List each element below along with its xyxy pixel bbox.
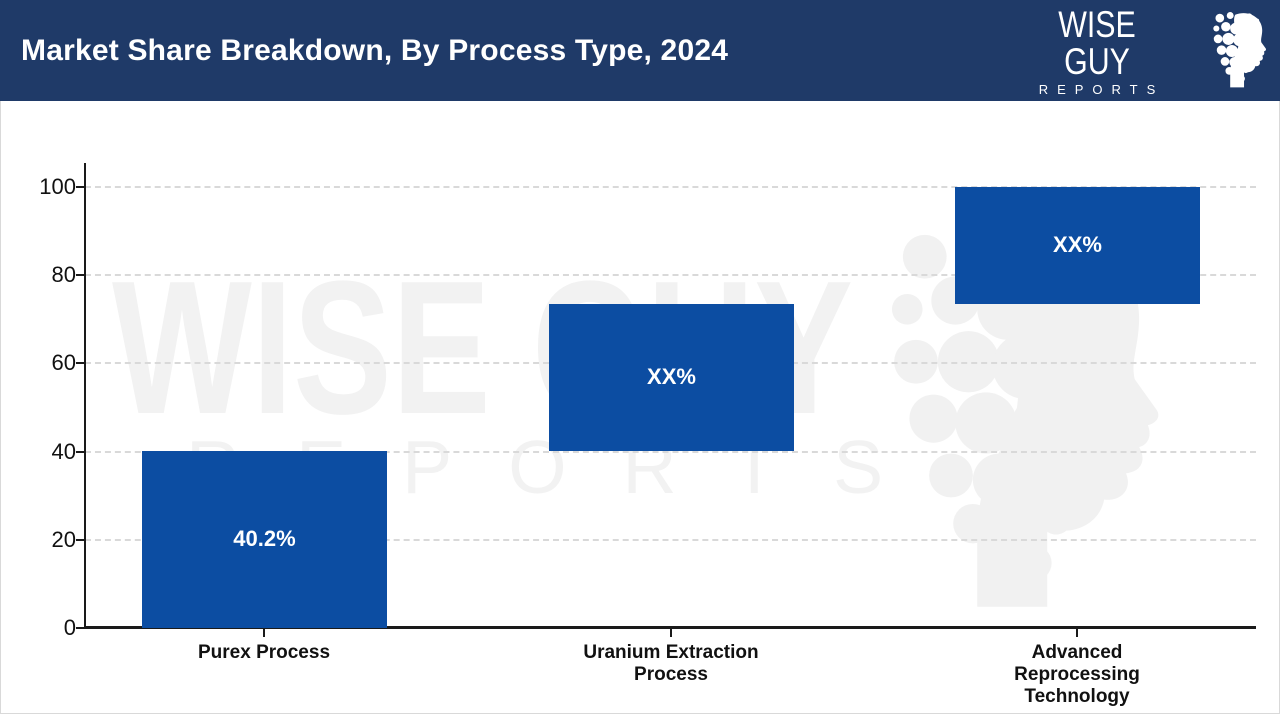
y-tick-label: 40 <box>51 438 76 464</box>
y-tick-label: 100 <box>39 174 76 199</box>
bar-value-label: XX% <box>1053 232 1102 258</box>
page-title: Market Share Breakdown, By Process Type,… <box>21 33 729 67</box>
y-tick-mark <box>76 186 85 188</box>
x-tick-mark <box>670 629 672 637</box>
y-tick-mark <box>76 538 85 541</box>
y-tick-mark <box>76 627 85 629</box>
y-gridline <box>85 450 1256 453</box>
dot-face-profile-icon <box>1213 11 1267 87</box>
y-tick-label: 80 <box>51 262 76 288</box>
brand-text: WISE GUY REPORTS <box>1008 6 1186 96</box>
brand-logo: WISE GUY REPORTS <box>1008 3 1270 98</box>
x-category-label: Uranium Extraction Process <box>583 642 759 685</box>
y-tick-label: 20 <box>51 526 76 552</box>
bar-value-label: XX% <box>647 364 696 390</box>
x-category-label: Purex Process <box>197 642 331 663</box>
y-gridline <box>85 538 1256 541</box>
y-axis-line <box>84 163 86 629</box>
y-tick-label: 0 <box>63 615 76 640</box>
waterfall-bar: 40.2% <box>142 450 387 628</box>
y-tick-mark <box>76 274 85 277</box>
header: Market Share Breakdown, By Process Type,… <box>0 0 1280 101</box>
y-tick-mark <box>76 450 85 453</box>
waterfall-bar: XX% <box>549 303 794 451</box>
bar-value-label: 40.2% <box>233 526 296 552</box>
y-gridline <box>85 274 1256 277</box>
brand-name: WISE GUY <box>1058 3 1136 82</box>
waterfall-bar: XX% <box>955 187 1200 304</box>
x-tick-mark <box>1076 629 1078 637</box>
y-tick-label: 60 <box>51 350 76 376</box>
brand-subtitle: REPORTS <box>1038 81 1165 97</box>
y-gridline <box>85 186 1256 188</box>
x-tick-mark <box>263 629 265 637</box>
x-axis-line <box>84 626 1256 629</box>
x-category-label: Advanced Reprocessing Technology <box>1014 642 1140 707</box>
y-tick-mark <box>76 362 85 365</box>
